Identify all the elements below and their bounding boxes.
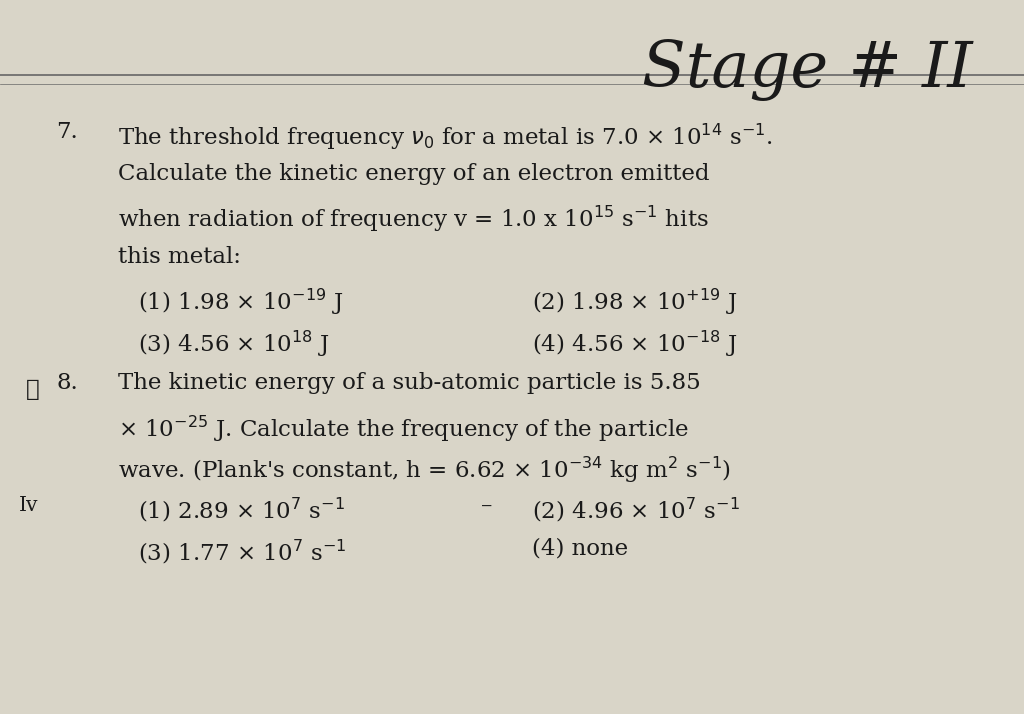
Text: (4) none: (4) none (532, 538, 629, 560)
Text: wave. (Plank's constant, h = 6.62 × 10$^{-34}$ kg m$^2$ s$^{-1}$): wave. (Plank's constant, h = 6.62 × 10$^… (118, 455, 731, 485)
Text: Stage # II: Stage # II (642, 39, 973, 101)
Text: (1) 1.98 × 10$^{-19}$ J: (1) 1.98 × 10$^{-19}$ J (138, 287, 344, 317)
Text: (3) 1.77 × 10$^7$ s$^{-1}$: (3) 1.77 × 10$^7$ s$^{-1}$ (138, 538, 346, 565)
Text: when radiation of frequency v = 1.0 x 10$^{15}$ s$^{-1}$ hits: when radiation of frequency v = 1.0 x 10… (118, 204, 709, 234)
Text: ✓: ✓ (26, 379, 39, 401)
Text: (2) 4.96 × 10$^7$ s$^{-1}$: (2) 4.96 × 10$^7$ s$^{-1}$ (532, 496, 740, 524)
Text: Iv: Iv (18, 496, 38, 516)
Text: × 10$^{-25}$ J. Calculate the frequency of the particle: × 10$^{-25}$ J. Calculate the frequency … (118, 413, 689, 443)
Text: 8.: 8. (56, 372, 78, 394)
Text: 7.: 7. (56, 121, 78, 144)
Text: (2) 1.98 × 10$^{+19}$ J: (2) 1.98 × 10$^{+19}$ J (532, 287, 738, 317)
Text: (1) 2.89 × 10$^7$ s$^{-1}$: (1) 2.89 × 10$^7$ s$^{-1}$ (138, 496, 345, 524)
Text: The threshold frequency $\nu_0$ for a metal is 7.0 × 10$^{14}$ s$^{-1}$.: The threshold frequency $\nu_0$ for a me… (118, 121, 772, 151)
Text: (4) 4.56 × 10$^{-18}$ J: (4) 4.56 × 10$^{-18}$ J (532, 328, 738, 358)
Text: (3) 4.56 × 10$^{18}$ J: (3) 4.56 × 10$^{18}$ J (138, 328, 331, 358)
Text: this metal:: this metal: (118, 246, 241, 268)
Text: –: – (481, 496, 493, 518)
Text: The kinetic energy of a sub-atomic particle is 5.85: The kinetic energy of a sub-atomic parti… (118, 372, 700, 394)
Text: Calculate the kinetic energy of an electron emitted: Calculate the kinetic energy of an elect… (118, 163, 710, 185)
